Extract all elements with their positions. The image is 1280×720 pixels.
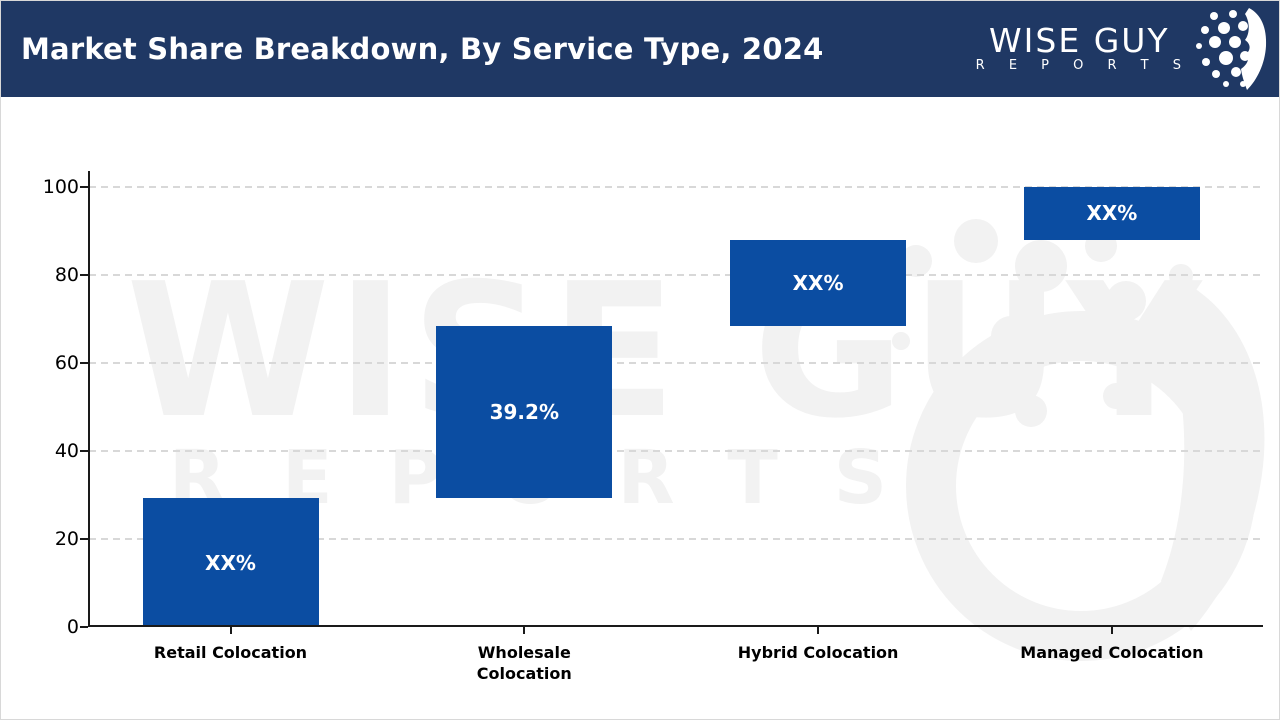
- watermark-face-icon: [892, 219, 1265, 661]
- gridline-100: [89, 186, 1263, 188]
- category-label-hybrid-colocation: Hybrid Colocation: [708, 642, 928, 663]
- y-axis-tick-mark: [80, 626, 88, 628]
- y-axis-tick-label: 40: [54, 440, 79, 462]
- y-axis-tick-mark: [80, 538, 88, 540]
- x-axis-tick-mark: [1110, 627, 1113, 634]
- category-label-wholesale-colocation: Wholesale Colocation: [414, 642, 634, 684]
- logo-subtitle: R E P O R T S: [975, 58, 1191, 73]
- bar-value-label: XX%: [792, 270, 844, 295]
- category-label-line: Hybrid Colocation: [737, 643, 899, 662]
- y-axis-tick-mark: [80, 450, 88, 452]
- gridline-60: [89, 362, 1263, 364]
- y-axis-tick-label: 80: [54, 264, 79, 286]
- y-axis-line: [88, 171, 90, 627]
- bar-hybrid-colocation: XX%: [730, 239, 907, 326]
- x-axis-tick-mark: [229, 627, 232, 634]
- bar-wholesale-colocation: 39.2%: [436, 325, 613, 499]
- y-axis-tick-label: 60: [54, 352, 79, 374]
- category-label-line: Retail Colocation: [153, 643, 308, 662]
- gridline-20: [89, 538, 1263, 540]
- y-axis-tick-mark: [80, 186, 88, 188]
- bar-value-label: 39.2%: [489, 399, 559, 424]
- bar-value-label: XX%: [205, 550, 256, 575]
- wiseguy-face-icon: [1196, 8, 1267, 90]
- category-label-line: Colocation: [476, 664, 572, 683]
- page-title: Market Share Breakdown, By Service Type,…: [21, 32, 824, 66]
- wiseguy-logo: WISE GUY R E P O R T S: [968, 6, 1267, 92]
- y-axis-tick-mark: [80, 362, 88, 364]
- logo-wordmark: WISE GUY: [989, 21, 1170, 60]
- bar-retail-colocation: XX%: [142, 498, 319, 627]
- category-label-managed-colocation: Managed Colocation: [1002, 642, 1222, 663]
- x-axis-tick-mark: [523, 627, 526, 634]
- bar-managed-colocation: XX%: [1023, 187, 1200, 240]
- y-axis-tick-label: 0: [66, 616, 79, 638]
- y-axis-tick-label: 100: [42, 176, 79, 198]
- logo-text: WISE GUY R E P O R T S: [968, 24, 1191, 74]
- x-axis-tick-mark: [817, 627, 820, 634]
- gridline-40: [89, 450, 1263, 452]
- category-label-line: Managed Colocation: [1020, 643, 1204, 662]
- bar-value-label: XX%: [1086, 201, 1138, 226]
- header: Market Share Breakdown, By Service Type,…: [1, 1, 1279, 97]
- category-label-line: Wholesale: [477, 643, 571, 662]
- x-axis-line: [88, 625, 1263, 627]
- gridline-80: [89, 274, 1263, 276]
- y-axis-tick-mark: [80, 274, 88, 276]
- y-axis-tick-label: 20: [54, 528, 79, 550]
- category-label-retail-colocation: Retail Colocation: [121, 642, 341, 663]
